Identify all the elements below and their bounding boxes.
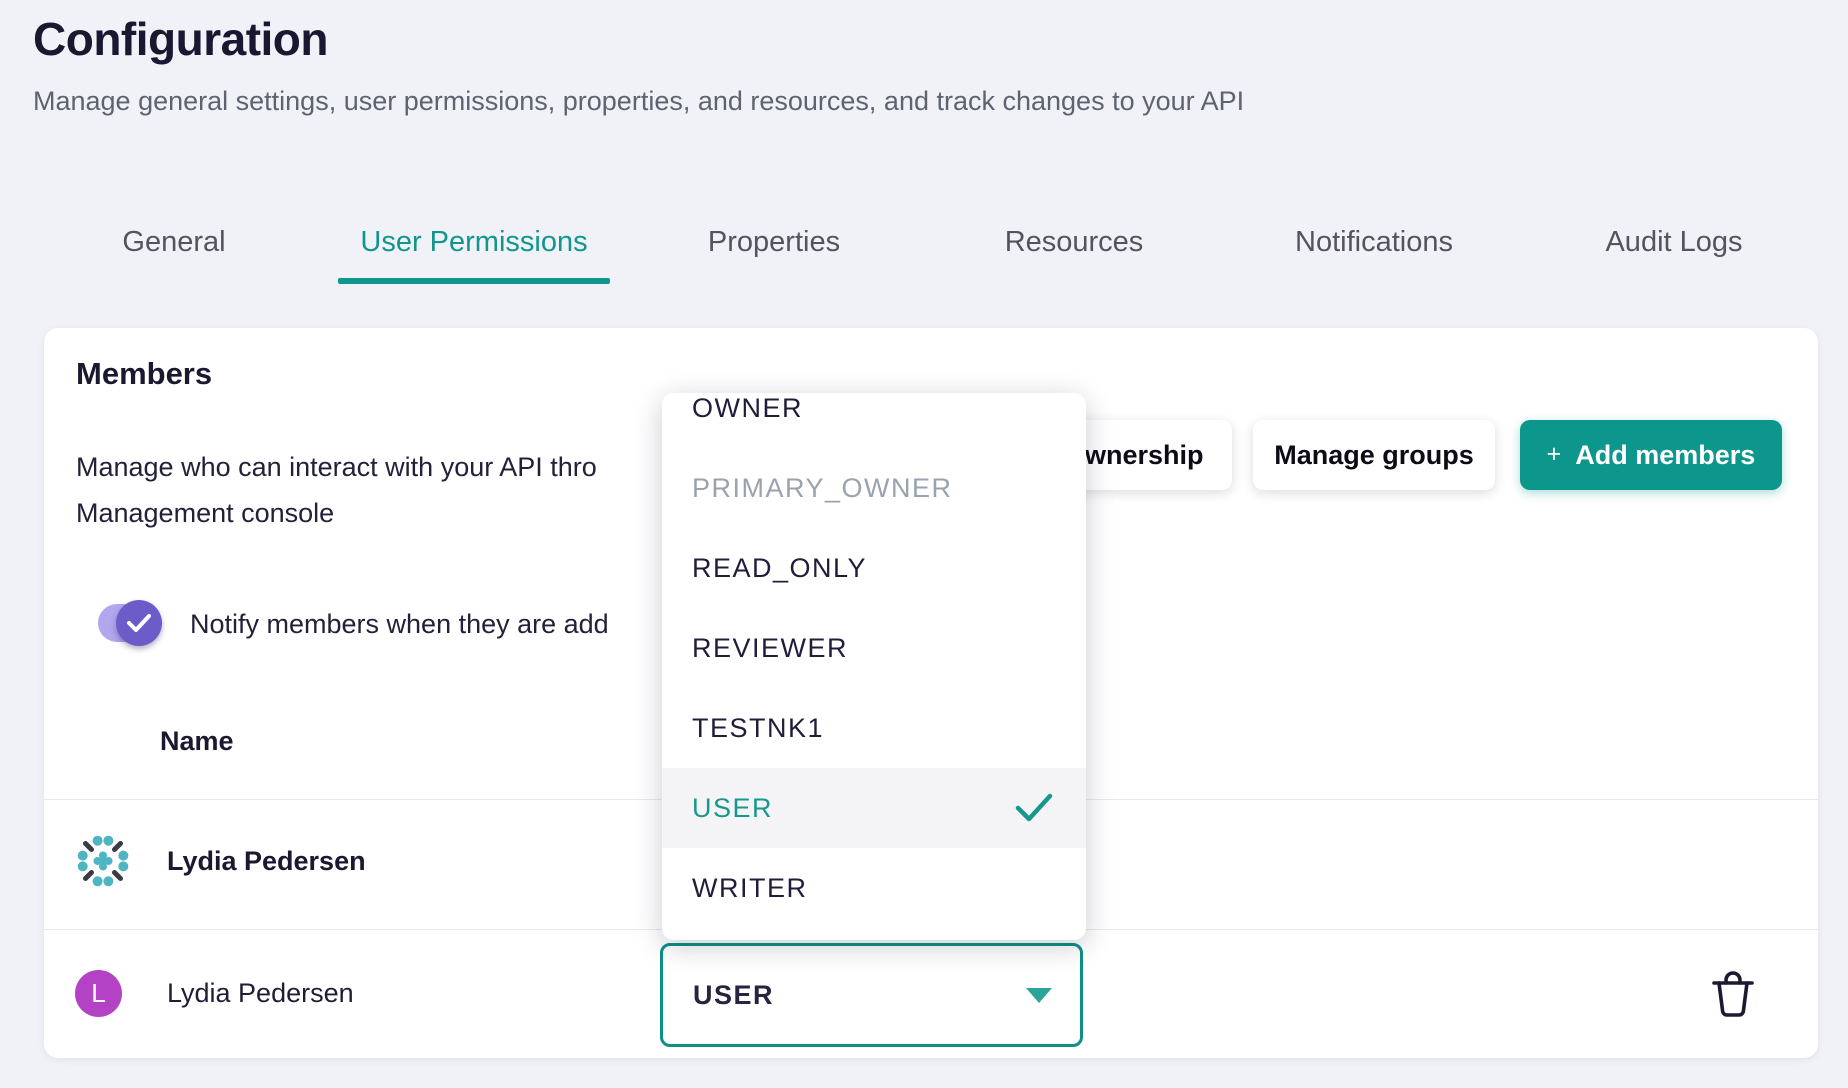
role-dropdown-menu: OWNER PRIMARY_OWNER READ_ONLY REVIEWER T…	[662, 393, 1086, 940]
role-option-list: OWNER PRIMARY_OWNER READ_ONLY REVIEWER T…	[662, 393, 1086, 928]
manage-groups-button[interactable]: Manage groups	[1253, 420, 1495, 490]
tab-user-permissions[interactable]: User Permissions	[324, 200, 624, 284]
role-option-user[interactable]: USER	[662, 768, 1086, 848]
tab-audit-logs[interactable]: Audit Logs	[1605, 225, 1743, 258]
check-icon	[127, 614, 151, 632]
chevron-down-icon	[1026, 987, 1052, 1003]
add-members-button[interactable]: + Add members	[1520, 420, 1782, 490]
role-option-writer[interactable]: WRITER	[692, 872, 808, 903]
group-dotted-icon	[77, 835, 129, 887]
tab-general[interactable]: General	[122, 225, 226, 258]
members-description-line1: Manage who can interact with your API th…	[76, 452, 597, 482]
members-description-line2: Management console	[76, 498, 335, 528]
add-members-label: Add members	[1575, 439, 1756, 470]
role-select[interactable]: USER	[660, 943, 1083, 1047]
tab-notifications[interactable]: Notifications	[1295, 225, 1453, 258]
page-title: Configuration	[33, 13, 329, 65]
selected-check-icon	[1015, 793, 1053, 822]
role-option-testnk1[interactable]: TESTNK1	[692, 712, 825, 743]
members-title: Members	[76, 356, 213, 391]
role-select-value: USER	[693, 979, 775, 1010]
role-option-primary-owner: PRIMARY_OWNER	[692, 472, 953, 503]
role-option-owner[interactable]: OWNER	[692, 393, 803, 423]
role-option-user-label: USER	[692, 792, 774, 823]
member-name: Lydia Pedersen	[167, 846, 366, 876]
page-subtitle: Manage general settings, user permission…	[33, 86, 1245, 116]
tab-properties[interactable]: Properties	[707, 225, 841, 258]
column-header-name: Name	[160, 726, 234, 756]
avatar-letter: L	[91, 978, 106, 1008]
notify-toggle-knob[interactable]	[116, 600, 162, 646]
tab-resources[interactable]: Resources	[1004, 225, 1144, 258]
notify-toggle-label: Notify members when they are add	[190, 609, 609, 639]
members-description: Manage who can interact with your API th…	[76, 444, 597, 536]
member-name: Lydia Pedersen	[167, 978, 354, 1008]
tab-bar: General User Permissions Properties Reso…	[24, 200, 1824, 284]
role-option-reviewer[interactable]: REVIEWER	[692, 632, 849, 663]
delete-member-trash-icon[interactable]	[1711, 971, 1755, 1019]
role-option-read-only[interactable]: READ_ONLY	[692, 552, 868, 583]
avatar: L	[75, 970, 122, 1017]
plus-icon: +	[1546, 439, 1562, 468]
